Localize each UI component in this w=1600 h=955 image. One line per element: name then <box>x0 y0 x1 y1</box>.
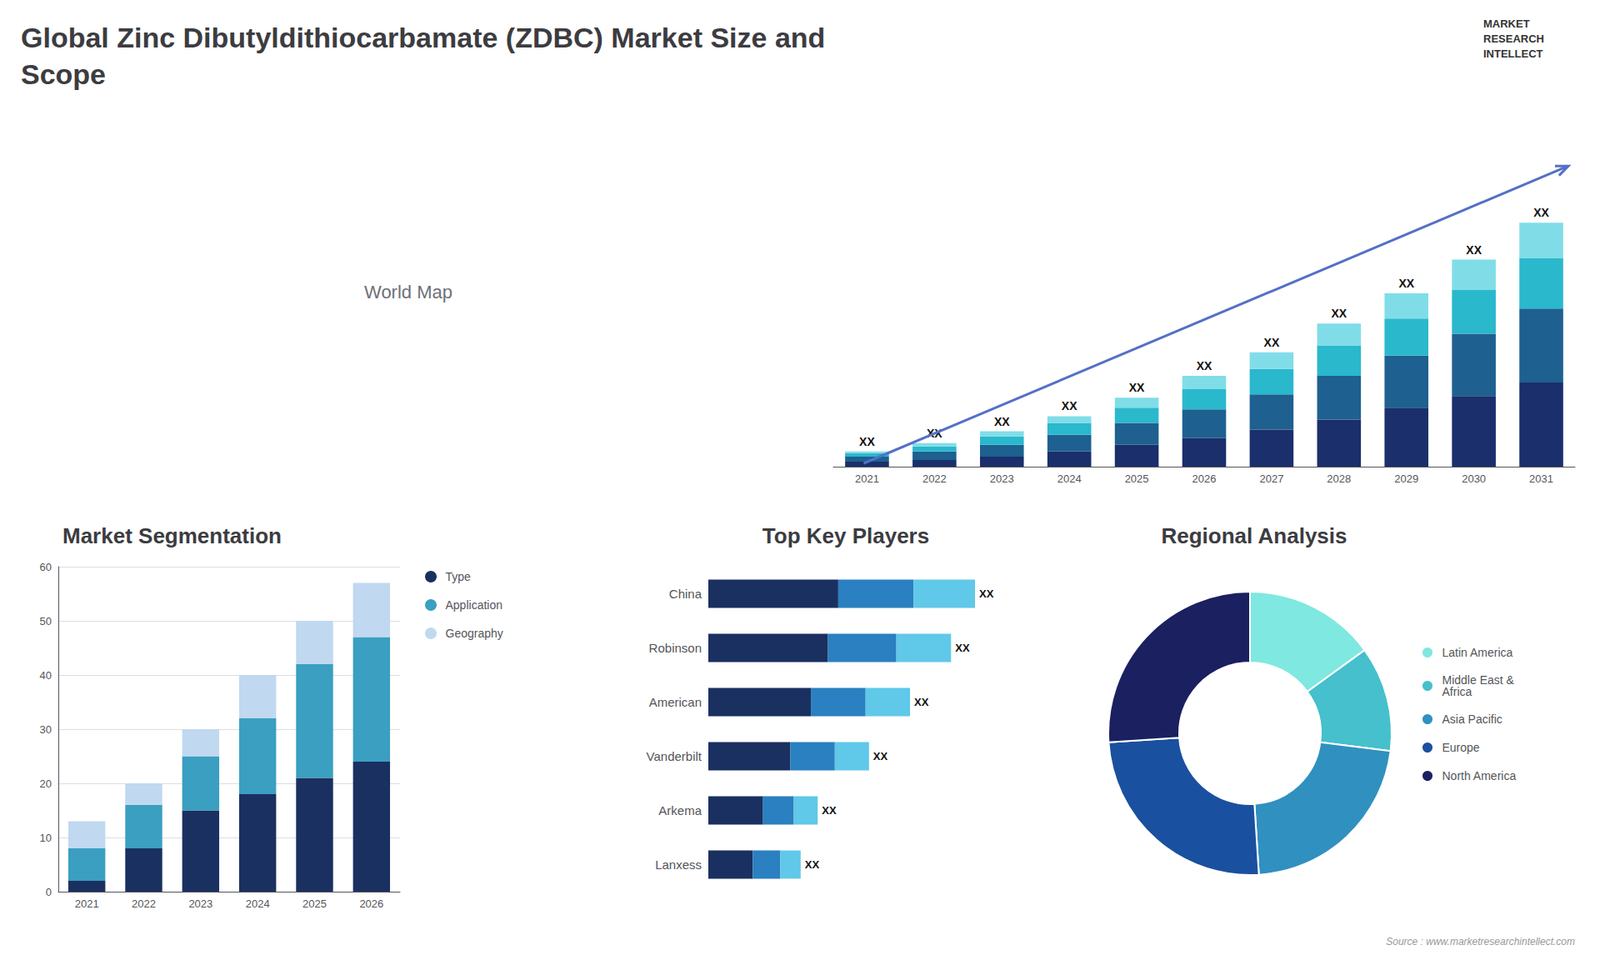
svg-text:2028: 2028 <box>1326 472 1351 485</box>
svg-text:2026: 2026 <box>359 897 384 910</box>
svg-text:XX: XX <box>926 426 943 440</box>
svg-text:Arkema: Arkema <box>658 803 702 818</box>
svg-text:XX: XX <box>979 587 995 600</box>
svg-text:North America: North America <box>1442 769 1517 783</box>
svg-text:Global Zinc Dibutyldithiocarba: Global Zinc Dibutyldithiocarbamate (ZDBC… <box>20 21 825 54</box>
svg-text:XX: XX <box>1533 205 1550 220</box>
svg-text:2023: 2023 <box>990 472 1015 485</box>
svg-text:XX: XX <box>859 435 875 449</box>
svg-text:RESEARCH: RESEARCH <box>1483 32 1545 45</box>
svg-text:2026: 2026 <box>1192 472 1217 485</box>
svg-text:2025: 2025 <box>302 897 327 910</box>
svg-text:China: China <box>669 586 703 601</box>
svg-text:Type: Type <box>445 570 472 584</box>
svg-text:XX: XX <box>1398 276 1415 290</box>
svg-text:Europe: Europe <box>1442 740 1480 755</box>
svg-text:INTELLECT: INTELLECT <box>1483 47 1544 60</box>
svg-text:30: 30 <box>40 723 52 736</box>
svg-text:Lanxess: Lanxess <box>655 857 702 872</box>
svg-text:2025: 2025 <box>1125 472 1150 485</box>
svg-text:Top Key Players: Top Key Players <box>762 523 930 549</box>
svg-text:60: 60 <box>40 560 52 574</box>
svg-text:20: 20 <box>40 777 52 790</box>
svg-text:Source : www.marketresearchint: Source : www.marketresearchintellect.com <box>1385 935 1575 948</box>
svg-text:XX: XX <box>1264 335 1280 350</box>
svg-text:World Map: World Map <box>364 281 453 303</box>
svg-text:American: American <box>649 695 702 710</box>
svg-text:2031: 2031 <box>1529 472 1554 485</box>
svg-text:10: 10 <box>40 831 52 845</box>
svg-text:2029: 2029 <box>1394 472 1419 485</box>
svg-text:Market Segmentation: Market Segmentation <box>62 523 282 549</box>
svg-text:2021: 2021 <box>75 897 100 910</box>
svg-text:2024: 2024 <box>1057 472 1082 485</box>
svg-text:Middle East &: Middle East & <box>1442 673 1515 687</box>
svg-text:XX: XX <box>1196 359 1213 373</box>
svg-text:2024: 2024 <box>245 897 270 910</box>
svg-text:Regional Analysis: Regional Analysis <box>1161 523 1348 549</box>
svg-text:Geography: Geography <box>445 626 504 640</box>
svg-text:2022: 2022 <box>922 472 947 485</box>
svg-text:Robinson: Robinson <box>649 640 702 655</box>
svg-text:Vanderbilt: Vanderbilt <box>646 749 703 764</box>
svg-text:Scope: Scope <box>20 58 106 90</box>
svg-text:XX: XX <box>1061 399 1078 413</box>
svg-text:2027: 2027 <box>1259 472 1284 485</box>
svg-text:XX: XX <box>821 804 837 817</box>
svg-text:2021: 2021 <box>855 472 880 485</box>
svg-text:XX: XX <box>805 858 820 871</box>
svg-text:XX: XX <box>1330 306 1347 320</box>
svg-text:50: 50 <box>40 615 52 628</box>
svg-text:Africa: Africa <box>1442 685 1473 699</box>
svg-text:XX: XX <box>1129 380 1145 395</box>
svg-text:2030: 2030 <box>1461 472 1486 485</box>
svg-text:XX: XX <box>873 750 889 763</box>
svg-text:XX: XX <box>914 695 930 709</box>
svg-text:Asia Pacific: Asia Pacific <box>1442 712 1503 726</box>
svg-text:XX: XX <box>1465 243 1482 257</box>
svg-text:Latin America: Latin America <box>1442 645 1514 660</box>
svg-text:MARKET: MARKET <box>1483 17 1530 30</box>
svg-text:40: 40 <box>40 669 52 682</box>
svg-text:XX: XX <box>994 415 1010 429</box>
svg-text:2022: 2022 <box>131 897 156 910</box>
svg-text:XX: XX <box>955 641 970 655</box>
svg-text:2023: 2023 <box>188 897 213 910</box>
svg-text:Application: Application <box>445 598 504 612</box>
svg-text:0: 0 <box>45 885 52 899</box>
